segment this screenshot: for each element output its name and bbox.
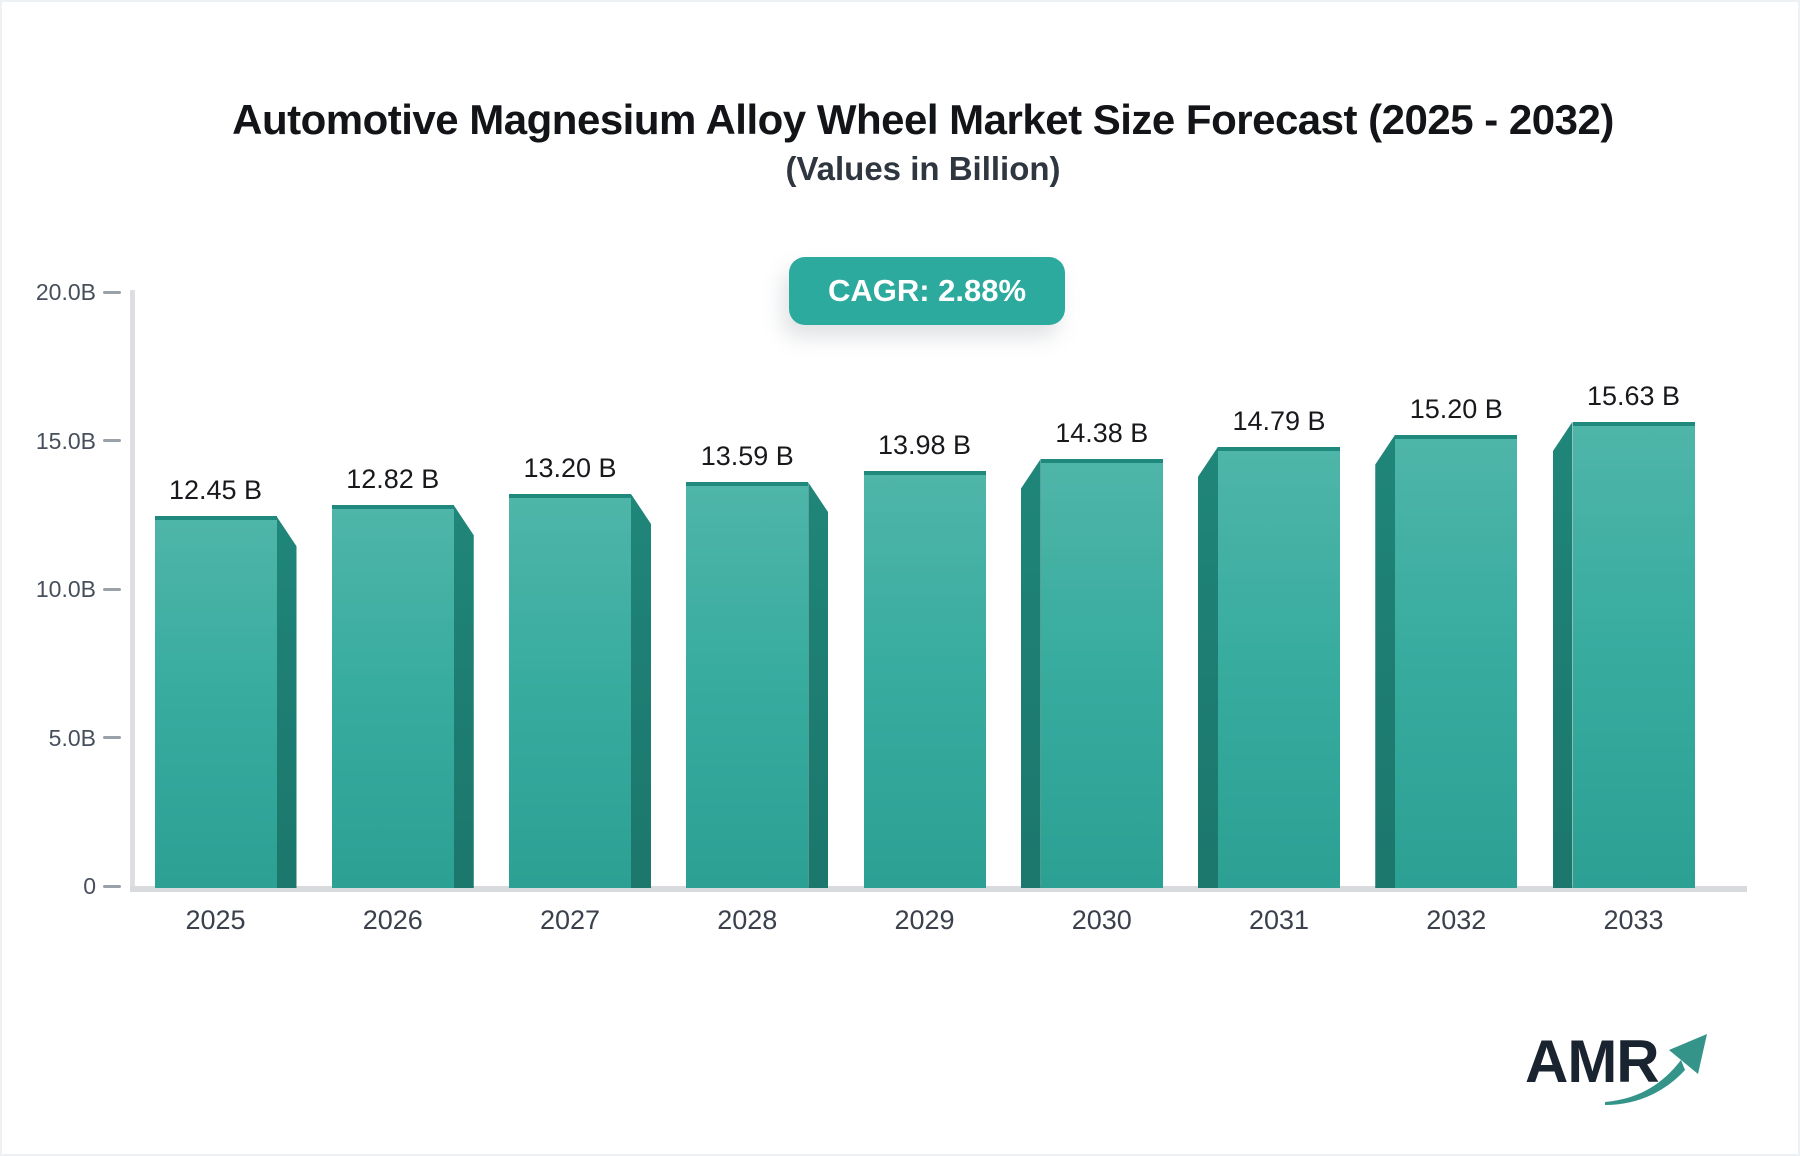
bar-3d-side-left-2031	[1198, 446, 1218, 888]
bar-value-label-2031: 14.79 B	[1232, 405, 1326, 436]
bar-2029[interactable]	[863, 470, 986, 888]
y-tick-mark-10.0B	[103, 587, 121, 591]
y-tick-mark-5.0B	[103, 736, 121, 739]
bar-value-label-2030: 14.38 B	[1055, 417, 1149, 448]
x-category-label-2025: 2025	[185, 905, 246, 935]
bar-value-label-2026: 12.82 B	[346, 464, 440, 495]
bar-3d-side-right-2026	[453, 505, 474, 888]
growth-arrow-icon	[1605, 1034, 1707, 1105]
x-category-label-2031: 2031	[1248, 905, 1310, 935]
bar-2030[interactable]	[1040, 458, 1163, 888]
y-tick-label-10.0B: 10.0B	[35, 576, 96, 602]
y-axis-line	[130, 290, 135, 889]
y-tick-label-0: 0	[83, 873, 96, 899]
bar-3d-side-left-2030	[1020, 458, 1041, 888]
bar-value-label-2029: 13.98 B	[877, 429, 972, 460]
bar-3d-side-left-2032	[1375, 434, 1396, 888]
bar-value-label-2025: 12.45 B	[168, 475, 263, 506]
y-tick-label-15.0B: 15.0B	[35, 427, 96, 454]
bar-2025[interactable]	[154, 516, 277, 888]
x-category-label-2032: 2032	[1426, 905, 1487, 935]
bar-value-label-2027: 13.20 B	[523, 452, 617, 483]
x-category-label-2028: 2028	[717, 905, 778, 935]
y-tick-mark-15.0B	[103, 439, 121, 442]
y-tick-mark-20.0B	[103, 290, 121, 294]
bar-value-label-2028: 13.59 B	[700, 441, 794, 472]
cagr-badge: CAGR: 2.88%	[789, 257, 1065, 325]
bar-3d-side-right-2028	[808, 482, 829, 888]
y-tick-mark-0	[103, 884, 121, 888]
amr-logo[interactable]: AMR	[1525, 1030, 1725, 1120]
bar-2028[interactable]	[686, 482, 809, 888]
bar-2027[interactable]	[509, 493, 631, 888]
y-tick-label-20.0B: 20.0B	[35, 279, 96, 305]
bar-3d-side-left-2033	[1552, 421, 1573, 888]
bar-value-label-2033: 15.63 B	[1586, 380, 1681, 411]
bar-2032[interactable]	[1395, 434, 1518, 888]
bar-2031[interactable]	[1218, 446, 1340, 888]
x-axis-baseline	[130, 886, 1747, 892]
bar-value-label-2032: 15.20 B	[1409, 393, 1503, 424]
chart-subtitle: (Values in Billion)	[785, 150, 1061, 187]
bar-3d-side-right-2027	[631, 493, 651, 888]
x-category-label-2033: 2033	[1603, 905, 1664, 935]
bar-3d-side-right-2025	[276, 516, 297, 888]
x-category-label-2029: 2029	[894, 905, 955, 935]
amr-logo-text: AMR	[1525, 1028, 1660, 1095]
chart-title: Automotive Magnesium Alloy Wheel Market …	[232, 96, 1614, 143]
y-tick-label-5.0B: 5.0B	[48, 724, 96, 751]
bar-2033[interactable]	[1572, 421, 1695, 888]
bar-2026[interactable]	[331, 505, 454, 888]
x-category-label-2027: 2027	[539, 905, 601, 935]
x-category-label-2026: 2026	[362, 905, 423, 935]
x-category-label-2030: 2030	[1071, 905, 1132, 935]
